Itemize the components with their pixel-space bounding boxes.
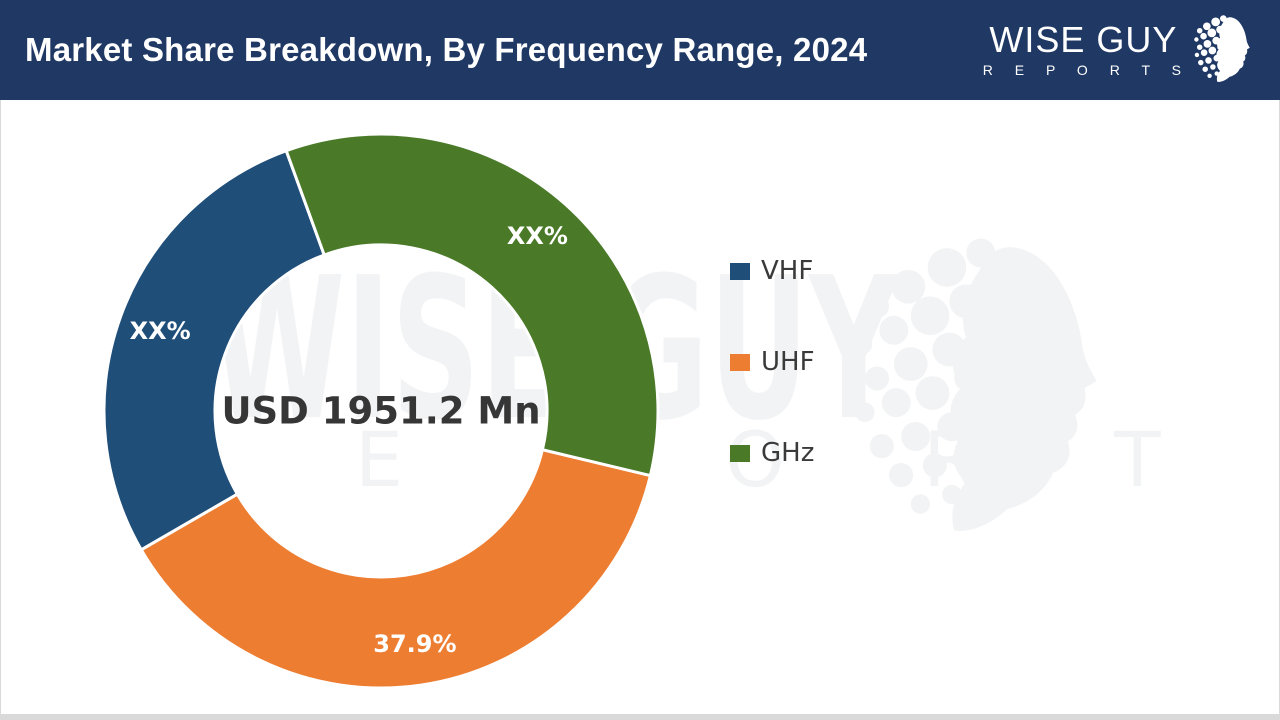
legend-label-vhf: VHF [761, 256, 814, 286]
header-bar: Market Share Breakdown, By Frequency Ran… [0, 0, 1280, 100]
brand-face-icon [1194, 14, 1250, 82]
legend-swatch-ghz [730, 444, 750, 462]
page-title: Market Share Breakdown, By Frequency Ran… [25, 31, 868, 68]
legend-item-ghz: GHz [730, 435, 815, 471]
watermark-face-icon [852, 238, 1097, 531]
brand-subname: R E P O R T S [982, 62, 1190, 78]
slice-label-vhf: XX% [130, 317, 191, 345]
legend-label-uhf: UHF [761, 347, 815, 377]
bottom-strip [0, 714, 1280, 720]
donut-slice-ghz [284, 132, 660, 478]
donut-chart: XX% 37.9% XX% [102, 132, 660, 690]
brand-text: WISE GUY R E P O R T S [977, 19, 1190, 79]
slice-label-ghz: XX% [507, 222, 568, 250]
brand-name: WISE GUY [989, 19, 1178, 60]
donut-slice-vhf [102, 149, 326, 552]
slice-label-uhf: 37.9% [373, 630, 456, 658]
brand-logo: WISE GUY R E P O R T S [977, 12, 1258, 89]
legend-swatch-uhf [730, 353, 750, 371]
legend-swatch-vhf [730, 262, 750, 280]
legend-label-ghz: GHz [761, 438, 815, 468]
legend-item-vhf: VHF [730, 253, 815, 289]
donut-slice-uhf [139, 448, 652, 690]
legend: VHF UHF GHz [730, 253, 815, 526]
chart-canvas: WISE GUY R E P O R T S XX% 37.9% XX% USD 1… [0, 100, 1280, 714]
watermark-reports-text: R E P O R T S [164, 415, 1280, 504]
legend-item-uhf: UHF [730, 344, 815, 380]
center-value: USD 1951.2 Mn [221, 389, 541, 433]
